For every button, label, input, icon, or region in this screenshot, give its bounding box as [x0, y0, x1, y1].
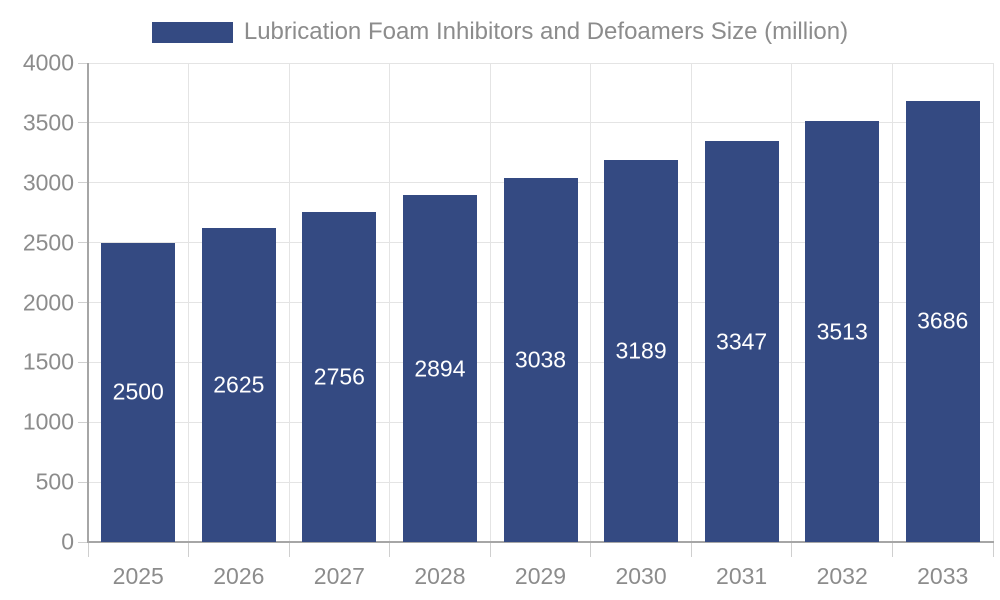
x-tick-label: 2030	[615, 563, 667, 589]
x-axis-tick	[288, 543, 290, 557]
x-axis-tick	[791, 543, 793, 557]
gridline-v	[690, 63, 692, 542]
bar	[604, 160, 679, 542]
y-axis-tick	[78, 122, 87, 124]
bar	[905, 100, 980, 542]
x-axis-tick	[489, 543, 491, 557]
y-tick-label: 3500	[22, 109, 74, 136]
y-tick-label: 1500	[22, 348, 74, 375]
bar-value-label: 2625	[213, 371, 265, 398]
x-axis-tick	[690, 543, 692, 557]
x-axis-tick	[590, 543, 592, 557]
y-tick-label: 2500	[22, 229, 74, 256]
x-tick-label: 2025	[112, 563, 164, 589]
y-axis-tick	[78, 361, 87, 363]
bar	[805, 121, 880, 542]
y-axis-tick	[78, 242, 87, 244]
gridline-h	[88, 122, 993, 124]
y-axis-tick	[78, 302, 87, 303]
gridline-h	[88, 62, 993, 64]
y-axis-tick	[78, 481, 87, 483]
gridline-v	[791, 63, 793, 542]
bar	[302, 211, 377, 542]
gridline-v	[992, 63, 994, 542]
y-axis-line	[87, 63, 89, 542]
x-tick-label: 2028	[414, 563, 466, 589]
bar-value-label: 3189	[615, 337, 667, 364]
bar	[101, 242, 176, 542]
y-axis-tick	[78, 541, 87, 543]
x-tick-label: 2032	[816, 563, 868, 589]
x-tick-label: 2031	[716, 563, 768, 589]
x-axis-line	[87, 541, 994, 543]
bar-value-label: 3513	[816, 318, 868, 345]
gridline-v	[188, 63, 190, 542]
x-tick-label: 2033	[917, 563, 969, 589]
plot-area: 0 500 1000 1500 2000 2500 3000 3500 4000 2500 2025…	[23, 50, 994, 589]
gridline-v	[489, 63, 491, 542]
y-tick-label: 1000	[22, 408, 74, 435]
legend-item[interactable]: Lubrication Foam Inhibitors and Defoamer…	[151, 18, 849, 46]
y-axis-tick	[78, 182, 87, 184]
bar	[402, 195, 477, 542]
gridline-v	[288, 63, 290, 542]
bar	[503, 178, 578, 542]
x-axis-tick	[87, 543, 89, 557]
bar-value-label: 3038	[514, 346, 567, 373]
x-tick-label: 2027	[313, 563, 365, 589]
x-tick-label: 2029	[514, 563, 567, 589]
gridline-v	[590, 63, 592, 542]
x-axis-tick	[188, 543, 190, 557]
bar	[201, 227, 276, 542]
x-tick-label: 2026	[213, 563, 265, 589]
legend-label: Lubrication Foam Inhibitors and Defoamer…	[243, 18, 849, 45]
gridline-v	[891, 63, 893, 542]
y-tick-label: 4000	[22, 49, 74, 76]
y-tick-label: 3000	[22, 169, 74, 196]
y-axis-tick	[78, 421, 87, 423]
y-tick-label: 500	[35, 468, 74, 495]
x-axis-tick	[992, 543, 994, 557]
y-tick-label: 0	[61, 528, 74, 555]
bar-value-label: 2756	[313, 363, 365, 390]
bar-value-label: 3347	[716, 328, 768, 355]
x-axis-tick	[389, 543, 391, 557]
y-tick-label: 2000	[22, 289, 74, 315]
bar-value-label: 3686	[917, 307, 969, 334]
bar	[704, 141, 779, 542]
legend: Lubrication Foam Inhibitors and Defoamer…	[0, 18, 1000, 46]
gridline-v	[389, 63, 391, 542]
bar-value-label: 2500	[112, 378, 164, 405]
legend-swatch-icon	[151, 21, 233, 43]
x-axis-tick	[891, 543, 893, 557]
bar-value-label: 2894	[414, 355, 466, 382]
y-axis-tick	[78, 62, 87, 64]
